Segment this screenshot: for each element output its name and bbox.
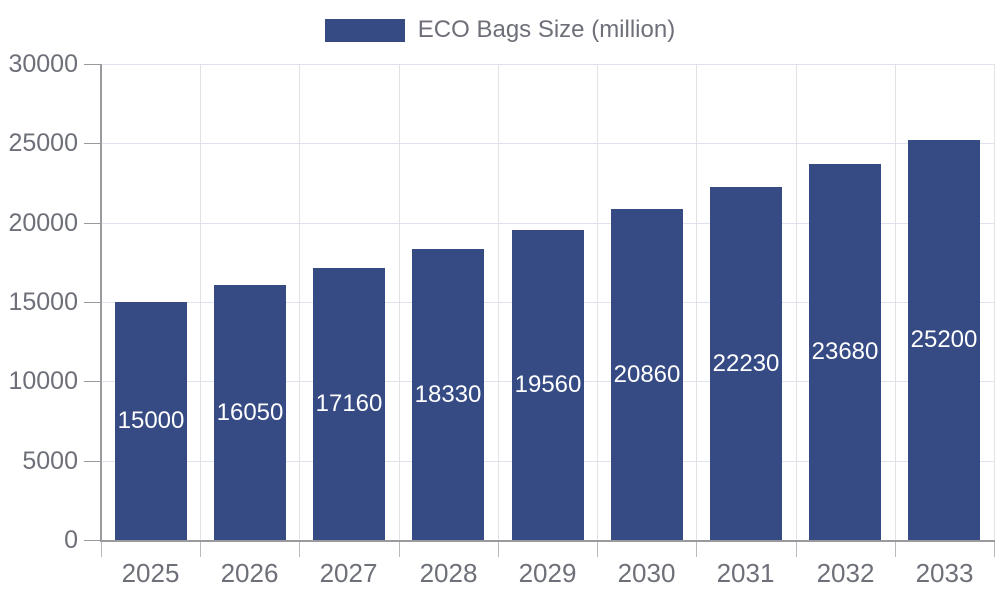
- y-axis-line: [100, 64, 102, 542]
- y-axis-tick-label: 10000: [8, 367, 78, 395]
- bar[interactable]: 25200: [908, 140, 980, 540]
- gridline-horizontal: [101, 223, 994, 224]
- x-axis-tick: [696, 542, 697, 557]
- x-axis-tick-label: 2028: [419, 558, 478, 588]
- x-axis-tick: [299, 542, 300, 557]
- x-axis-tick-label: 2027: [319, 558, 378, 588]
- bar-value-label: 17160: [315, 390, 383, 417]
- x-axis-tick-label: 2029: [518, 558, 577, 588]
- bar[interactable]: 23680: [809, 164, 881, 540]
- bar-value-label: 18330: [414, 380, 482, 408]
- legend-item-eco-bags[interactable]: ECO Bags Size (million): [324, 16, 676, 43]
- x-axis-tick-label: 2025: [121, 558, 180, 588]
- bar[interactable]: 18330: [412, 249, 484, 540]
- x-axis-tick: [498, 542, 499, 557]
- bar-value-label: 25200: [910, 326, 978, 353]
- x-axis-tick: [895, 542, 896, 557]
- y-axis-tick: [84, 64, 101, 65]
- y-axis-tick-label: 15000: [8, 288, 78, 316]
- gridline-vertical: [696, 64, 697, 540]
- legend-swatch: [324, 18, 405, 42]
- legend-label: ECO Bags Size (million): [417, 16, 676, 43]
- gridline-vertical: [994, 64, 995, 540]
- x-axis-tick: [101, 542, 102, 557]
- y-axis-tick-label: 25000: [8, 129, 78, 157]
- x-axis-tick-label: 2031: [716, 558, 775, 588]
- bar-value-label: 19560: [514, 371, 582, 398]
- x-axis-tick-label: 2032: [816, 558, 875, 588]
- gridline-vertical: [895, 64, 896, 540]
- y-axis-tick: [84, 223, 101, 224]
- x-axis-tick: [200, 542, 201, 557]
- bar[interactable]: 20860: [611, 209, 683, 540]
- bar[interactable]: 17160: [313, 268, 385, 540]
- y-axis-tick: [84, 302, 101, 303]
- bar[interactable]: 19560: [512, 230, 584, 540]
- y-axis-tick-label: 30000: [8, 50, 78, 78]
- bar-value-label: 16050: [216, 398, 284, 426]
- gridline-vertical: [399, 64, 400, 540]
- gridline-vertical: [597, 64, 598, 540]
- gridline-horizontal: [101, 143, 994, 144]
- y-axis-tick: [84, 143, 101, 144]
- x-axis-tick: [597, 542, 598, 557]
- y-axis-tick: [84, 461, 101, 462]
- bar-value-label: 22230: [712, 349, 780, 377]
- y-axis-tick-label: 5000: [22, 447, 78, 475]
- x-axis-tick: [796, 542, 797, 557]
- bar[interactable]: 15000: [115, 302, 187, 540]
- gridline-vertical: [498, 64, 499, 540]
- bar[interactable]: 22230: [710, 187, 782, 540]
- x-axis-tick-label: 2030: [617, 558, 676, 588]
- gridline-vertical: [200, 64, 201, 540]
- bar-value-label: 20860: [613, 360, 681, 388]
- gridline-vertical: [299, 64, 300, 540]
- x-axis-tick-label: 2033: [915, 558, 974, 588]
- bar-value-label: 23680: [811, 338, 879, 365]
- gridline-vertical: [796, 64, 797, 540]
- legend: ECO Bags Size (million): [0, 15, 1000, 45]
- bar-value-label: 15000: [117, 407, 185, 434]
- bar[interactable]: 16050: [214, 285, 286, 540]
- y-axis-tick-label: 0: [64, 526, 78, 554]
- x-axis-line: [100, 540, 995, 542]
- x-axis-tick: [399, 542, 400, 557]
- gridline-horizontal: [101, 64, 994, 65]
- y-axis-tick: [84, 381, 101, 382]
- x-axis-tick-label: 2026: [220, 558, 279, 588]
- y-axis-tick: [84, 540, 101, 541]
- y-axis-tick-label: 20000: [8, 209, 78, 237]
- x-axis-tick: [994, 542, 995, 557]
